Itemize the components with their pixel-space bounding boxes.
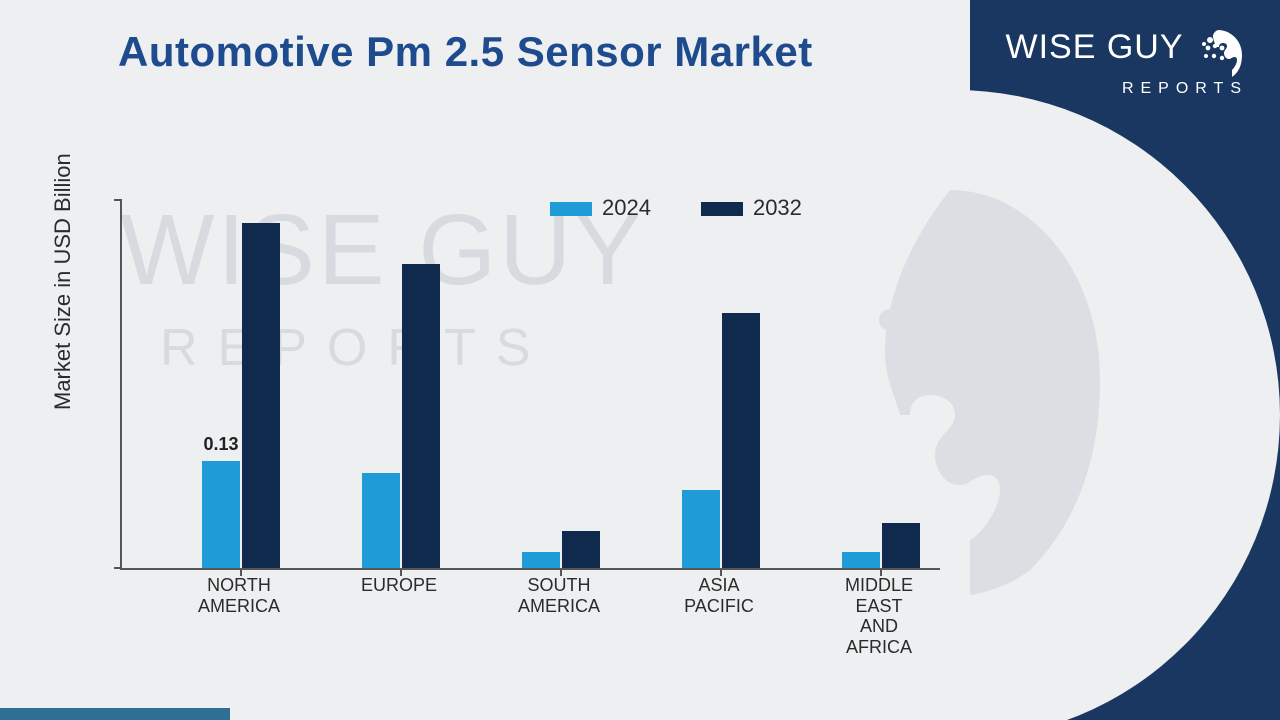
bar bbox=[682, 490, 720, 568]
bar bbox=[722, 313, 760, 568]
bar-chart: Market Size in USD Billion 0.13 NORTHAME… bbox=[60, 170, 960, 670]
y-axis-label: Market Size in USD Billion bbox=[50, 153, 76, 410]
brand-line1: WISE GUY bbox=[1006, 28, 1184, 66]
brand-head-icon bbox=[1192, 26, 1248, 82]
category-label: EUROPE bbox=[329, 575, 469, 596]
bar bbox=[202, 461, 240, 568]
bar bbox=[402, 264, 440, 568]
category-label: NORTHAMERICA bbox=[169, 575, 309, 616]
brand-logo: WISE GUY REPORTS bbox=[1006, 26, 1248, 98]
stage: WISE GUY REPORTS Automotive Pm 2.5 Senso… bbox=[0, 0, 1280, 720]
chart-title: Automotive Pm 2.5 Sensor Market bbox=[118, 28, 813, 76]
bottom-accent-bar bbox=[0, 708, 230, 720]
bar bbox=[882, 523, 920, 568]
category-label: ASIAPACIFIC bbox=[649, 575, 789, 616]
plot-area: 0.13 bbox=[120, 200, 940, 570]
category-label: MIDDLEEASTANDAFRICA bbox=[809, 575, 949, 658]
bar bbox=[242, 223, 280, 568]
bar bbox=[522, 552, 560, 568]
y-axis-tick bbox=[114, 199, 122, 201]
bar bbox=[562, 531, 600, 568]
bar-value-label: 0.13 bbox=[203, 434, 238, 455]
bar bbox=[362, 473, 400, 568]
brand-line2: REPORTS bbox=[1006, 80, 1248, 98]
y-axis-tick bbox=[114, 567, 122, 569]
bar bbox=[842, 552, 880, 568]
category-label: SOUTHAMERICA bbox=[489, 575, 629, 616]
